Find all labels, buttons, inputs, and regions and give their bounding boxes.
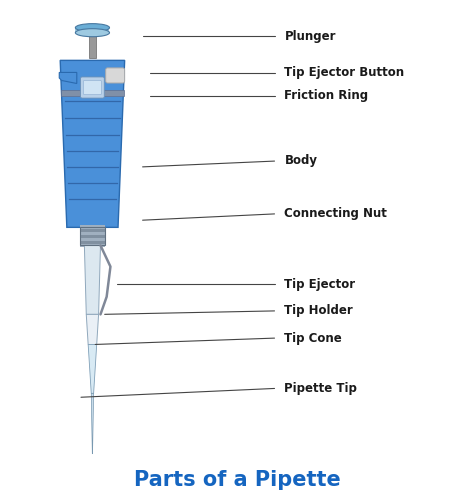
Text: Friction Ring: Friction Ring xyxy=(284,89,368,102)
Polygon shape xyxy=(84,245,100,314)
Text: Tip Holder: Tip Holder xyxy=(284,304,353,317)
Text: Pipette Tip: Pipette Tip xyxy=(284,382,357,395)
Text: Tip Ejector: Tip Ejector xyxy=(284,278,356,291)
Bar xyxy=(80,227,105,245)
Bar xyxy=(80,225,105,229)
Bar xyxy=(75,28,109,33)
Polygon shape xyxy=(88,345,97,393)
Text: Tip Ejector Button: Tip Ejector Button xyxy=(284,66,404,79)
Bar xyxy=(80,234,105,238)
Bar xyxy=(80,231,105,235)
Polygon shape xyxy=(91,393,94,454)
Bar xyxy=(80,228,105,232)
Bar xyxy=(80,240,105,244)
Polygon shape xyxy=(60,60,125,227)
Polygon shape xyxy=(86,314,99,345)
Bar xyxy=(61,90,124,96)
Text: Connecting Nut: Connecting Nut xyxy=(284,207,387,220)
Text: Tip Cone: Tip Cone xyxy=(284,331,342,345)
Text: Body: Body xyxy=(284,154,318,167)
FancyBboxPatch shape xyxy=(106,68,125,83)
Text: Parts of a Pipette: Parts of a Pipette xyxy=(134,470,340,490)
Ellipse shape xyxy=(75,24,109,32)
FancyBboxPatch shape xyxy=(81,77,104,98)
Text: Plunger: Plunger xyxy=(284,30,336,43)
Bar xyxy=(80,243,105,247)
FancyBboxPatch shape xyxy=(83,80,101,95)
Ellipse shape xyxy=(75,29,109,37)
Bar xyxy=(89,33,96,58)
Polygon shape xyxy=(59,72,77,83)
Bar xyxy=(80,237,105,241)
